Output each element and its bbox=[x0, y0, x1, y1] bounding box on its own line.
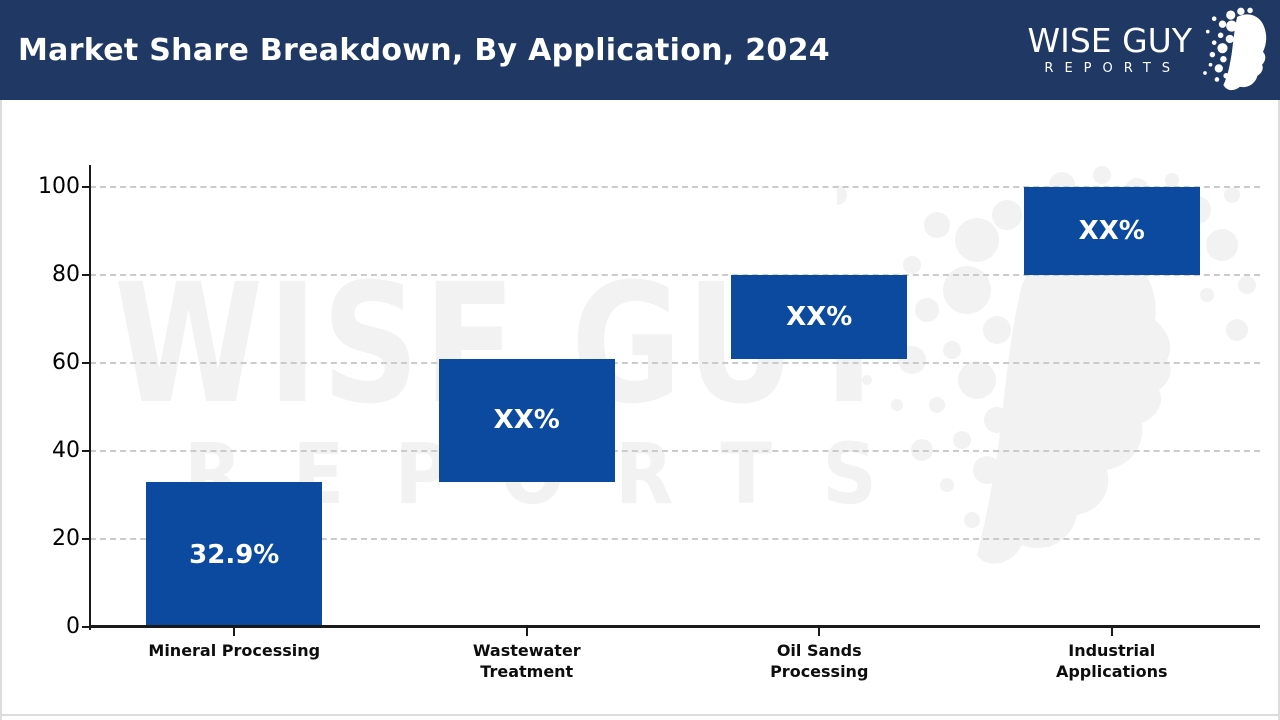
y-tick-60 bbox=[82, 362, 90, 364]
wiseguy-logo: WISE GUY REPORTS bbox=[1027, 4, 1274, 96]
page-bottom-border bbox=[2, 714, 1278, 716]
y-axis-spine bbox=[89, 165, 91, 630]
y-tick-label-80: 80 bbox=[52, 262, 80, 287]
bar-3 bbox=[731, 275, 908, 359]
header-bar: Market Share Breakdown, By Application, … bbox=[0, 0, 1280, 100]
y-tick-label-100: 100 bbox=[38, 174, 80, 199]
category-label-3: Oil Sands Processing bbox=[770, 641, 869, 682]
bar-2 bbox=[438, 358, 615, 483]
gridline-100 bbox=[90, 186, 1260, 188]
x-tick-1 bbox=[233, 628, 236, 636]
y-tick-100 bbox=[82, 186, 90, 188]
page-title: Market Share Breakdown, By Application, … bbox=[18, 32, 830, 68]
bar-value-label-2: XX% bbox=[493, 405, 560, 436]
logo-wordmark-line1: WISE GUY bbox=[1027, 21, 1192, 61]
logo-head-icon bbox=[1203, 7, 1267, 91]
bar-value-label-1: 32.9% bbox=[189, 539, 280, 570]
category-label-1: Mineral Processing bbox=[148, 641, 321, 660]
y-tick-80 bbox=[82, 274, 90, 276]
gridline-20 bbox=[90, 538, 1260, 540]
gridline-40 bbox=[90, 450, 1260, 452]
bar-4 bbox=[1023, 187, 1200, 275]
category-label-2: Wastewater Treatment bbox=[472, 641, 581, 682]
y-tick-label-60: 60 bbox=[52, 350, 80, 375]
bar-value-label-3: XX% bbox=[786, 301, 853, 332]
x-tick-4 bbox=[1110, 628, 1113, 636]
bar-value-label-4: XX% bbox=[1078, 216, 1145, 246]
logo-wordmark: WISE GUY REPORTS bbox=[1027, 24, 1192, 76]
y-tick-0 bbox=[82, 626, 90, 628]
y-tick-label-40: 40 bbox=[52, 438, 80, 463]
bar-1 bbox=[146, 482, 323, 627]
x-tick-3 bbox=[818, 628, 821, 636]
category-label-4: Industrial Applications bbox=[1055, 641, 1168, 682]
x-axis-spine bbox=[90, 625, 1260, 628]
chart-area: WISE GUY REPORTS 02040608010032.9%Minera… bbox=[0, 100, 1280, 720]
gridline-60 bbox=[90, 362, 1260, 364]
y-tick-label-20: 20 bbox=[52, 526, 80, 551]
y-tick-40 bbox=[82, 450, 90, 452]
logo-wordmark-line2: REPORTS bbox=[1044, 60, 1182, 76]
x-tick-2 bbox=[525, 628, 528, 636]
y-tick-label-0: 0 bbox=[66, 614, 80, 639]
gridline-80 bbox=[90, 274, 1260, 276]
y-tick-20 bbox=[82, 538, 90, 540]
